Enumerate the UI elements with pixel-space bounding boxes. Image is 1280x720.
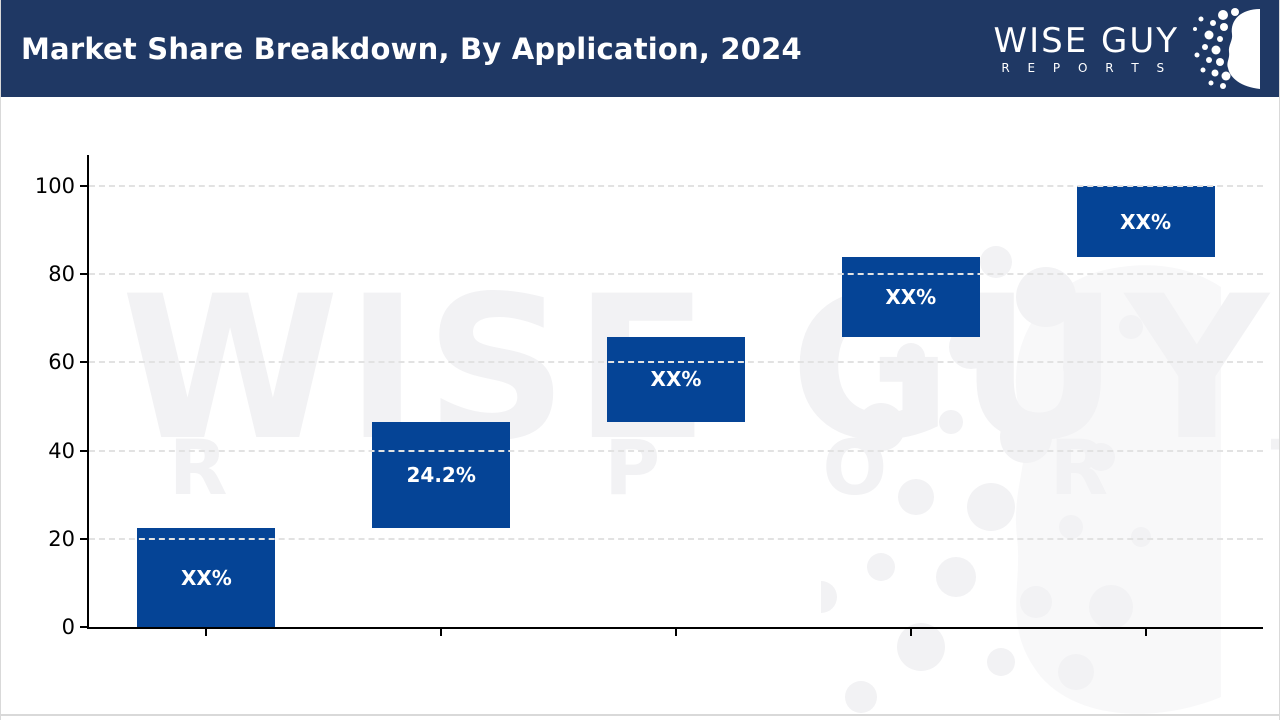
y-tick-mark-100 <box>80 185 87 187</box>
x-axis-line <box>87 627 1263 629</box>
bar-value-label: XX% <box>885 285 937 310</box>
wise-guy-logo: WISE GUY R E P O R T S <box>993 7 1261 91</box>
bar-value-label: XX% <box>180 565 232 590</box>
logo-subtext: R E P O R T S <box>1001 60 1172 75</box>
y-tick-mark-0 <box>80 626 87 628</box>
watermark-face-icon <box>821 246 1221 714</box>
y-tick-mark-40 <box>80 449 87 452</box>
chart-area: WISE GUY R E P O R T S XX%24.2%XX%XX%XX%… <box>1 97 1279 716</box>
bar-care-coordination: XX% <box>137 528 276 627</box>
x-tick-mark <box>909 629 912 636</box>
gridline-60 <box>89 361 1263 364</box>
gridline-100 <box>89 185 1263 187</box>
y-tick-label-60: 60 <box>48 350 75 375</box>
gridline-40 <box>89 449 1263 452</box>
bar-claims-management: 24.2% <box>372 421 511 529</box>
y-tick-label-100: 100 <box>34 174 75 198</box>
bar-patient-management: XX% <box>841 257 980 337</box>
bars-container: XX% 24.2% XX% XX% XX% <box>89 186 1263 636</box>
bar-value-label: XX% <box>650 367 702 392</box>
x-tick-mark <box>440 629 443 636</box>
y-tick-mark-60 <box>80 361 87 364</box>
chart-title: Market Share Breakdown, By Application, … <box>21 31 802 66</box>
bar-value-label: XX% <box>1120 209 1172 234</box>
y-tick-label-20: 20 <box>48 526 75 551</box>
category-slot-patient-management: XX% <box>793 186 1028 636</box>
y-axis-line <box>87 155 89 627</box>
gridline-20 <box>89 537 1263 540</box>
header-bar: Market Share Breakdown, By Application, … <box>1 0 1279 97</box>
bar-utilization-management: XX% <box>1076 186 1215 258</box>
x-tick-mark <box>1144 629 1147 636</box>
y-tick-mark-20 <box>80 537 87 540</box>
plot-area: XX% 24.2% XX% XX% XX% 0 20 40 60 80 100 <box>35 155 1263 639</box>
logo-text: WISE GUY R E P O R T S <box>993 24 1179 74</box>
bar-provider-network-management: XX% <box>606 336 745 422</box>
y-tick-mark-80 <box>80 273 87 276</box>
bar-value-label: 24.2% <box>406 462 476 487</box>
x-tick-mark <box>205 629 208 636</box>
logo-face-icon <box>1193 7 1260 89</box>
gridline-80 <box>89 273 1263 276</box>
category-slot-provider-network-management: XX% <box>559 186 794 636</box>
category-slot-utilization-management: XX% <box>1028 186 1263 636</box>
x-tick-mark <box>674 629 677 636</box>
y-tick-label-0: 0 <box>61 615 75 639</box>
y-tick-label-40: 40 <box>48 438 75 463</box>
category-slot-claims-management: 24.2% <box>324 186 559 636</box>
logo-wordmark: WISE GUY <box>993 20 1179 61</box>
y-tick-label-80: 80 <box>48 262 75 287</box>
category-slot-care-coordination: XX% <box>89 186 324 636</box>
